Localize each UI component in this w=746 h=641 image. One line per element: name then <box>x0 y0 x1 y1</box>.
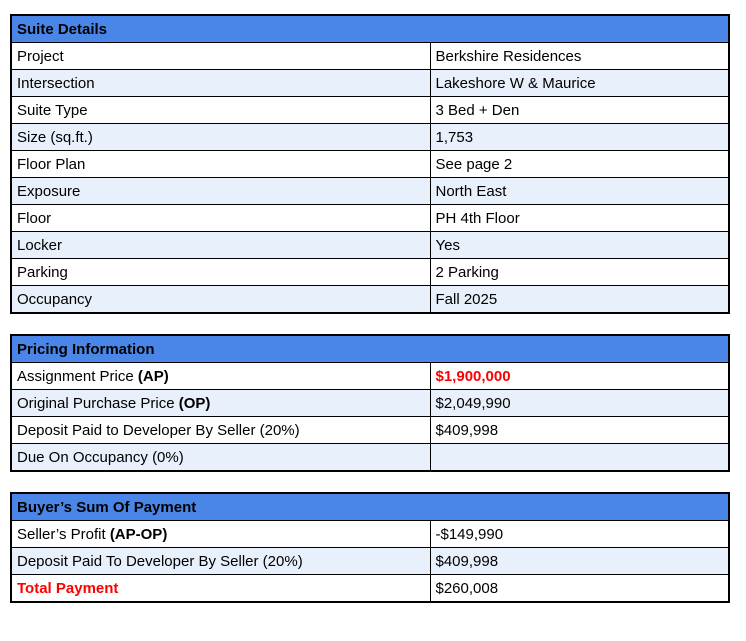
row-label-cell: Floor Plan <box>10 150 431 178</box>
row-label-cell: Parking <box>10 258 431 286</box>
row-label-cell: Deposit Paid to Developer By Seller (20%… <box>10 416 431 444</box>
row-label: Assignment Price <box>17 367 138 385</box>
row-label-cell: Due On Occupancy (0%) <box>10 443 431 472</box>
row-label: Original Purchase Price <box>17 394 179 412</box>
row-label: Suite Type <box>17 101 88 119</box>
pricing-information-title: Pricing Information <box>10 334 730 363</box>
table-row: Floor PH 4th Floor <box>10 204 730 232</box>
table-row: Suite Type 3 Bed + Den <box>10 96 730 124</box>
row-value-cell: Berkshire Residences <box>429 42 730 70</box>
buyers-sum-of-payment-table: Buyer’s Sum Of Payment Seller’s Profit (… <box>10 492 731 603</box>
suite-sheet-page: { "colors": { "header_blue": "#4a86e8", … <box>0 14 746 641</box>
row-value-cell: $2,049,990 <box>429 389 730 417</box>
table-row: Exposure North East <box>10 177 730 205</box>
row-value-cell: $409,998 <box>429 547 730 575</box>
row-label-cell: Intersection <box>10 69 431 97</box>
table-row: Due On Occupancy (0%) <box>10 443 730 472</box>
table-header-row: Buyer’s Sum Of Payment <box>10 492 730 521</box>
row-label-cell: Locker <box>10 231 431 259</box>
row-label: Seller’s Profit <box>17 525 110 543</box>
table-row: Deposit Paid To Developer By Seller (20%… <box>10 547 730 575</box>
row-value-cell: $260,008 <box>429 574 730 603</box>
row-label: Parking <box>17 263 68 281</box>
row-label-cell: Original Purchase Price (OP) <box>10 389 431 417</box>
row-value-cell: Yes <box>429 231 730 259</box>
table-row: Assignment Price (AP) $1,900,000 <box>10 362 730 390</box>
row-label: Deposit Paid to Developer By Seller (20%… <box>17 421 300 439</box>
row-label: Floor <box>17 209 52 227</box>
row-label-cell: Project <box>10 42 431 70</box>
table-row: Original Purchase Price (OP) $2,049,990 <box>10 389 730 417</box>
row-value-cell: $1,900,000 <box>429 362 730 390</box>
row-value-cell: See page 2 <box>429 150 730 178</box>
row-label: Project <box>17 47 64 65</box>
row-label-cell: Floor <box>10 204 431 232</box>
row-value-cell: 2 Parking <box>429 258 730 286</box>
row-label-bold: (AP-OP) <box>109 525 168 543</box>
row-label: Occupancy <box>17 290 93 308</box>
row-label-cell: Size (sq.ft.) <box>10 123 431 151</box>
row-label-cell: Suite Type <box>10 96 431 124</box>
table-row: Locker Yes <box>10 231 730 259</box>
table-header-row: Pricing Information <box>10 334 730 363</box>
row-label: Total Payment <box>17 579 119 597</box>
row-value-cell <box>429 443 730 472</box>
table-row: Deposit Paid to Developer By Seller (20%… <box>10 416 730 444</box>
row-label: Deposit Paid To Developer By Seller (20%… <box>17 552 303 570</box>
row-value-cell: Lakeshore W & Maurice <box>429 69 730 97</box>
row-label-cell: Seller’s Profit (AP-OP) <box>10 520 431 548</box>
row-label: Floor Plan <box>17 155 86 173</box>
row-label-cell: Deposit Paid To Developer By Seller (20%… <box>10 547 431 575</box>
row-label-cell: Assignment Price (AP) <box>10 362 431 390</box>
suite-details-table: Suite Details Project Berkshire Residenc… <box>10 14 730 314</box>
row-label: Locker <box>17 236 63 254</box>
row-label: Due On Occupancy (0%) <box>17 448 184 466</box>
row-label-cell: Exposure <box>10 177 431 205</box>
row-value-cell: 3 Bed + Den <box>429 96 730 124</box>
row-label-cell: Occupancy <box>10 285 431 314</box>
table-row: Total Payment $260,008 <box>10 574 730 603</box>
table-row: Intersection Lakeshore W & Maurice <box>10 69 730 97</box>
suite-details-title: Suite Details <box>10 14 730 43</box>
table-row: Project Berkshire Residences <box>10 42 730 70</box>
row-value-cell: $409,998 <box>429 416 730 444</box>
table-header-row: Suite Details <box>10 14 730 43</box>
row-label: Exposure <box>17 182 81 200</box>
row-value-cell: North East <box>429 177 730 205</box>
row-label: Intersection <box>17 74 95 92</box>
row-label-bold: (OP) <box>178 394 211 412</box>
row-label-cell: Total Payment <box>10 574 431 603</box>
row-value-cell: -$149,990 <box>429 520 730 548</box>
table-row: Occupancy Fall 2025 <box>10 285 730 314</box>
table-row: Parking 2 Parking <box>10 258 730 286</box>
pricing-information-table: Pricing Information Assignment Price (AP… <box>10 334 731 472</box>
table-row: Size (sq.ft.) 1,753 <box>10 123 730 151</box>
row-value-cell: Fall 2025 <box>429 285 730 314</box>
row-value-cell: 1,753 <box>429 123 730 151</box>
buyers-sum-of-payment-title: Buyer’s Sum Of Payment <box>10 492 730 521</box>
table-row: Floor Plan See page 2 <box>10 150 730 178</box>
row-label: Size (sq.ft.) <box>17 128 93 146</box>
row-value-cell: PH 4th Floor <box>429 204 730 232</box>
row-label-bold: (AP) <box>137 367 169 385</box>
table-row: Seller’s Profit (AP-OP) -$149,990 <box>10 520 730 548</box>
